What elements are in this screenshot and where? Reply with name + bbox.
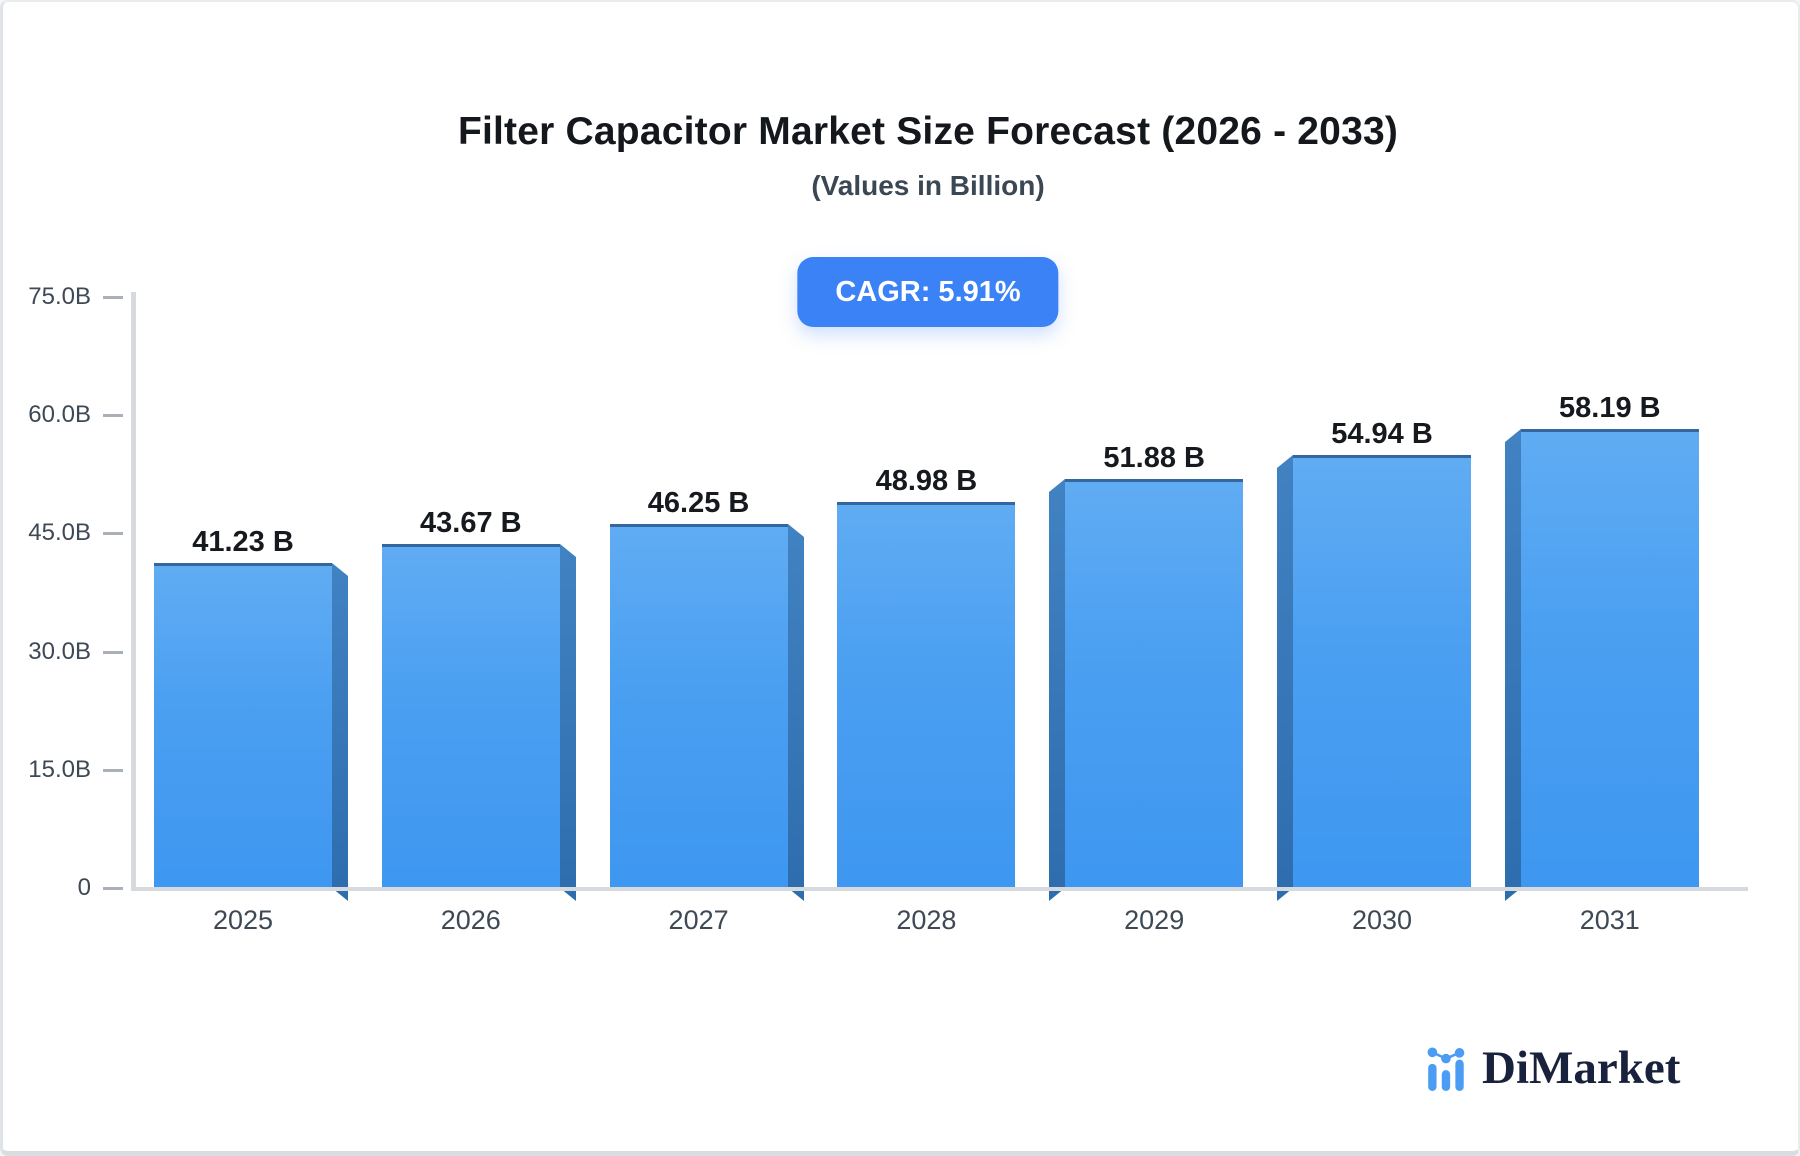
bar-face-2026	[382, 544, 560, 888]
bar-side-2030	[1277, 455, 1293, 901]
y-axis-label: 60.0B	[28, 401, 91, 429]
x-axis-label: 2025	[212, 905, 274, 935]
x-axis-label: 2026	[440, 905, 501, 935]
chart-subtitle: (Values in Billion)	[811, 170, 1045, 201]
bar-value-label: 41.23 B	[192, 526, 294, 558]
y-axis-label: 75.0B	[28, 283, 91, 310]
x-axis-label: 2028	[896, 905, 957, 935]
y-axis-tick	[103, 532, 123, 536]
bar-side-2026	[560, 544, 576, 901]
bar-side-2029	[1049, 479, 1065, 901]
brand-name: DiMarket	[1482, 1042, 1681, 1094]
bar-value-label: 46.25 B	[647, 487, 750, 519]
y-axis-tick	[103, 768, 123, 772]
x-axis-label: 2029	[1124, 905, 1185, 935]
bar-face-2025	[154, 563, 332, 888]
mini-bar-chart-icon	[1427, 1047, 1465, 1091]
bar-face-2030	[1293, 455, 1471, 888]
bar-face-2028	[837, 502, 1015, 888]
bar-side-2027	[788, 524, 804, 901]
bar-value-label: 43.67 B	[420, 507, 522, 539]
bar-value-label: 51.88 B	[1103, 442, 1205, 474]
bar-side-2025	[332, 563, 348, 901]
y-axis-label: 15.0B	[28, 755, 91, 783]
bar-face-2031	[1521, 429, 1699, 888]
x-axis-label: 2027	[668, 905, 729, 935]
bar-value-label: 58.19 B	[1559, 392, 1661, 424]
y-axis-line	[131, 292, 136, 891]
bar-value-label: 54.94 B	[1331, 418, 1433, 450]
x-axis-label: 2031	[1579, 905, 1640, 935]
y-axis-label: 0	[77, 874, 91, 901]
y-axis-label: 45.0B	[28, 519, 91, 547]
bar-face-2027	[610, 524, 788, 888]
x-axis-label: 2030	[1351, 905, 1413, 935]
bar-face-2029	[1065, 479, 1243, 888]
bar-side-2031	[1505, 429, 1521, 901]
brand-logo: DiMarket	[1427, 1042, 1680, 1094]
page-title: Filter Capacitor Market Size Forecast (2…	[457, 110, 1399, 153]
y-axis-tick	[103, 296, 123, 299]
y-axis-label: 30.0B	[28, 637, 91, 665]
y-axis-tick	[103, 650, 123, 654]
x-axis-line	[131, 887, 1748, 891]
y-axis-tick	[103, 887, 123, 890]
y-axis-tick	[103, 414, 123, 418]
cagr-badge: CAGR: 5.91%	[797, 257, 1059, 327]
bar-value-label: 48.98 B	[875, 465, 978, 497]
